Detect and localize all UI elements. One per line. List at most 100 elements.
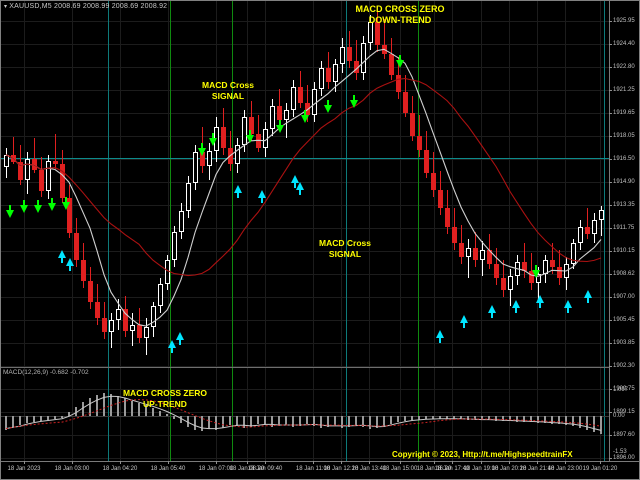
time-axis-label: 18 Jan 09:40 — [247, 466, 283, 472]
arrow-head — [396, 60, 404, 68]
arrow-head — [564, 300, 572, 308]
candle-body — [480, 250, 485, 260]
candle-body — [438, 189, 443, 209]
candle-body — [102, 318, 107, 332]
macd-histogram-bar — [236, 416, 238, 426]
arrow-head — [296, 182, 304, 190]
gridline-vertical — [600, 0, 601, 461]
gridline-vertical — [72, 0, 73, 461]
macd-histogram-bar — [201, 416, 203, 431]
macd-histogram-bar — [26, 416, 28, 423]
macd-histogram-bar — [54, 416, 56, 419]
macd-histogram-bar — [348, 416, 350, 427]
gridline-vertical — [537, 0, 538, 461]
macd-histogram-bar — [180, 416, 182, 423]
candle-body — [396, 75, 401, 92]
time-tick — [313, 461, 314, 464]
time-axis-label: 18 Jan 11:00 — [295, 466, 331, 472]
collapse-triangle-icon[interactable]: ▾ — [4, 4, 8, 10]
gridline-vertical — [247, 0, 248, 461]
macd-histogram-bar — [138, 403, 140, 416]
macd-histogram-bar — [593, 416, 595, 432]
candle-body — [172, 231, 177, 260]
gridline-vertical — [434, 0, 435, 461]
time-tick — [341, 461, 342, 464]
time-tick — [265, 461, 266, 464]
candle-wick — [55, 133, 56, 169]
time-tick — [247, 461, 248, 464]
time-axis-label: 18 Jan 19:00 — [463, 466, 499, 472]
candle-body — [291, 87, 296, 111]
macd-histogram-bar — [383, 416, 385, 426]
candle-body — [88, 280, 93, 302]
candle-body — [74, 232, 79, 260]
macd-histogram-bar — [327, 416, 329, 427]
macd-histogram-bar — [453, 416, 455, 419]
price-tick — [609, 251, 612, 252]
candle-body — [319, 68, 324, 90]
candle-body — [221, 126, 226, 148]
price-tick — [609, 412, 612, 413]
macd-histogram-bar — [285, 416, 287, 425]
macd-histogram-bar — [537, 416, 539, 423]
time-tick — [537, 461, 538, 464]
ma-fast-line — [5, 48, 602, 327]
macd-histogram-bar — [306, 416, 308, 424]
price-tick — [609, 44, 612, 45]
time-tick — [600, 461, 601, 464]
ma-slow-line — [5, 77, 602, 277]
price-level-line — [0, 158, 609, 159]
price-axis-label: 1914.90 — [613, 179, 635, 185]
gridline-vertical — [313, 0, 314, 461]
candle-body — [270, 105, 275, 129]
candle-body — [116, 308, 121, 321]
price-axis[interactable] — [609, 0, 610, 462]
candle-body — [144, 327, 149, 338]
arrow-head — [246, 135, 254, 143]
arrow-head — [324, 105, 332, 113]
candle-body — [557, 266, 562, 279]
macd-histogram-bar — [425, 416, 427, 419]
macd-indicator-label: MACD(12,26,9) -0.682 -0.702 — [3, 369, 89, 376]
arrow-head — [34, 205, 42, 213]
candle-wick — [531, 252, 532, 290]
arrow-head — [512, 300, 520, 308]
candle-body — [494, 264, 499, 279]
annotation-line-2: UP-TREND — [143, 398, 187, 409]
price-tick — [609, 458, 612, 459]
macd-histogram-bar — [75, 407, 77, 416]
session-separator-teal — [346, 0, 347, 461]
price-tick — [609, 67, 612, 68]
macd-histogram-bar — [271, 416, 273, 427]
price-axis-label: 1903.85 — [613, 340, 635, 346]
symbol-header-text: XAUUSD,M5 2008.69 2008.99 2008.69 2008.9… — [9, 3, 168, 10]
macd-histogram-bar — [460, 416, 462, 419]
arrow-stem — [294, 183, 296, 188]
macd-histogram-bar — [523, 416, 525, 422]
time-axis-label: 18 Jan 04:20 — [102, 466, 138, 472]
macd-histogram-bar — [187, 416, 189, 427]
macd-histogram-bar — [292, 416, 294, 427]
arrow-stem — [261, 198, 263, 203]
macd-histogram-bar — [278, 416, 280, 426]
macd-histogram-bar — [467, 416, 469, 420]
time-tick — [481, 461, 482, 464]
macd-histogram-bar — [222, 416, 224, 428]
macd-scale-label: -1.53 — [613, 449, 627, 455]
macd-histogram-bar — [509, 416, 511, 421]
macd-histogram-bar — [264, 416, 266, 425]
gridline-horizontal — [0, 366, 609, 367]
candle-body — [410, 112, 415, 136]
arrow-stem — [9, 205, 11, 210]
arrow-head — [6, 210, 14, 218]
gridline-horizontal — [0, 182, 609, 183]
macd-histogram-bar — [19, 416, 21, 425]
macd-histogram-bar — [411, 416, 413, 420]
price-axis-label: 1925.95 — [613, 18, 635, 24]
time-axis[interactable] — [0, 461, 640, 462]
candle-body — [123, 308, 128, 331]
candle-body — [151, 306, 156, 328]
arrow-stem — [179, 340, 181, 345]
macd-histogram-bar — [145, 405, 147, 416]
arrow-stem — [439, 338, 441, 343]
